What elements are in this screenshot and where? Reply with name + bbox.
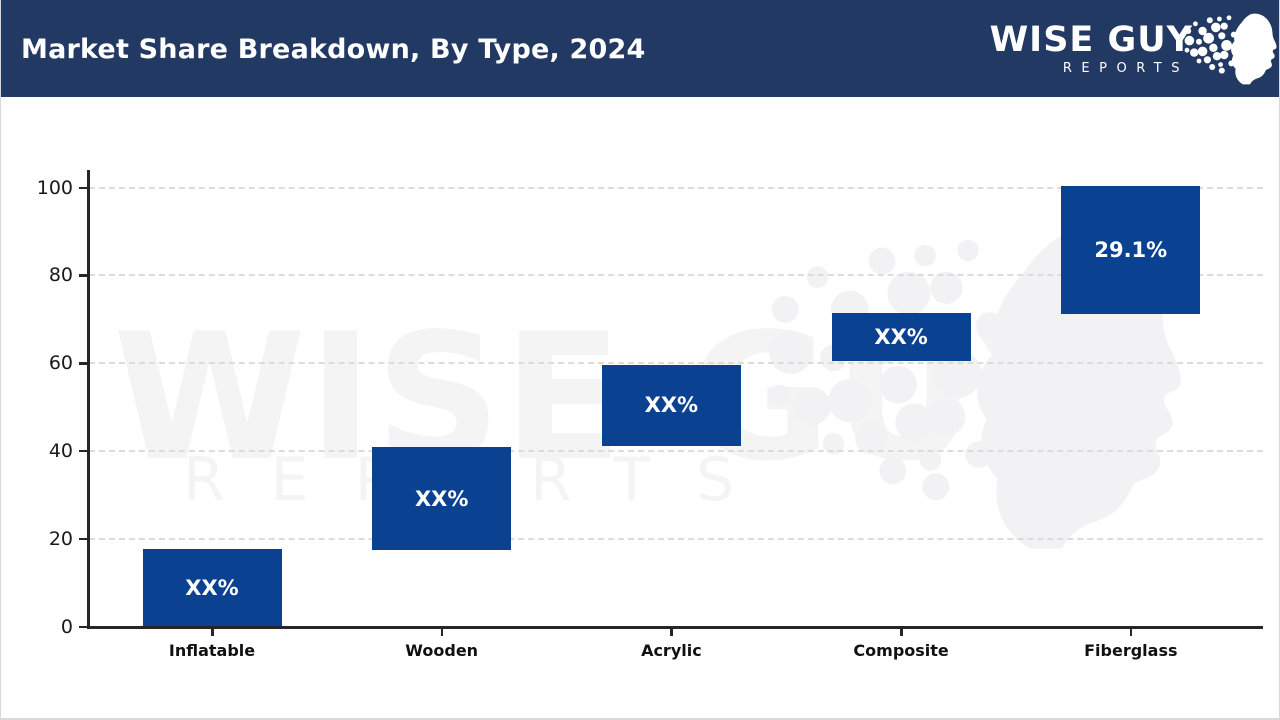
x-label-composite: Composite (853, 640, 949, 660)
watermark-face-icon (769, 231, 1181, 549)
x-tick-fiberglass (1129, 628, 1133, 636)
x-label-wooden: Wooden (405, 640, 479, 660)
y-tick-label-80: 80 (48, 264, 73, 287)
gridline-80 (89, 274, 1263, 277)
bar-inflatable: XX% (142, 549, 282, 627)
y-axis-spine (87, 170, 90, 629)
y-tick-label-20: 20 (48, 527, 73, 550)
y-tick-60 (79, 362, 87, 365)
y-tick-100 (79, 186, 87, 190)
y-tick-0 (79, 625, 87, 628)
bar-acrylic: XX% (601, 364, 741, 447)
gridline-20 (89, 537, 1263, 540)
x-label-acrylic: Acrylic (641, 640, 702, 660)
y-tick-40 (79, 449, 87, 453)
x-axis-line (87, 625, 1263, 629)
y-tick-label-40: 40 (48, 439, 73, 462)
x-tick-acrylic (670, 628, 673, 636)
x-tick-composite (900, 628, 903, 636)
gridline-60 (89, 362, 1263, 365)
chart-title: Market Share Breakdown, By Type, 2024 (21, 34, 646, 65)
y-tick-80 (79, 274, 87, 277)
x-label-inflatable: Inflatable (168, 640, 256, 660)
bar-fiberglass: 29.1% (1061, 186, 1201, 314)
gridline-100 (89, 186, 1263, 189)
y-tick-label-0: 0 (60, 615, 73, 638)
header-banner: Market Share Breakdown, By Type, 2024 WI… (1, 0, 1279, 97)
bar-value-label: XX% (874, 325, 928, 350)
y-tick-20 (79, 537, 87, 541)
logo-reports-text: REPORTS (1062, 61, 1189, 76)
x-tick-inflatable (211, 628, 214, 636)
logo-wiseguy-text: WISE GUY (989, 20, 1193, 60)
bar-value-label: 29.1% (1094, 238, 1168, 263)
bar-value-label: XX% (644, 393, 699, 418)
bar-composite: XX% (831, 313, 971, 361)
x-tick-wooden (440, 628, 444, 636)
bar-value-label: XX% (185, 575, 239, 600)
bar-value-label: XX% (414, 486, 469, 511)
gridline-40 (89, 449, 1263, 452)
wiseguy-logo: WISE GUY REPORTS (989, 0, 1279, 97)
x-label-fiberglass: Fiberglass (1084, 640, 1178, 660)
waterfall-chart: WISE GUY REPORTS XX%XX%XX%XX%29.1%020406… (1, 97, 1279, 718)
bar-wooden: XX% (372, 446, 512, 551)
y-tick-label-60: 60 (48, 352, 73, 375)
wiseguy-face-icon (1184, 13, 1277, 85)
y-tick-label-100: 100 (36, 176, 73, 199)
